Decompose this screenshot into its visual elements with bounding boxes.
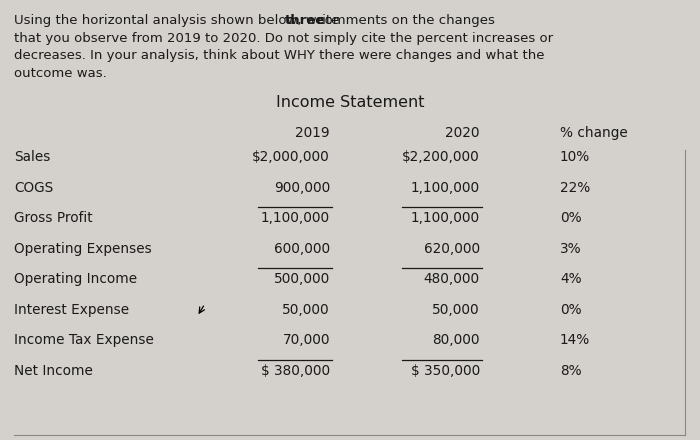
Text: 2019: 2019 [295, 126, 330, 140]
Text: 3%: 3% [560, 242, 582, 256]
Text: % change: % change [560, 126, 628, 140]
Text: 4%: 4% [560, 272, 582, 286]
Text: outcome was.: outcome was. [14, 66, 106, 80]
Text: 70,000: 70,000 [283, 333, 330, 347]
Text: Gross Profit: Gross Profit [14, 211, 92, 225]
Text: 8%: 8% [560, 363, 582, 378]
Text: $ 380,000: $ 380,000 [261, 363, 330, 378]
Text: 1,100,000: 1,100,000 [261, 211, 330, 225]
Text: 1,100,000: 1,100,000 [411, 180, 480, 194]
Text: Operating Income: Operating Income [14, 272, 137, 286]
Text: 500,000: 500,000 [274, 272, 330, 286]
Text: 900,000: 900,000 [274, 180, 330, 194]
Text: $ 350,000: $ 350,000 [411, 363, 480, 378]
Text: 50,000: 50,000 [433, 303, 480, 316]
Text: three: three [284, 14, 325, 27]
Text: Income Statement: Income Statement [276, 95, 424, 110]
Text: 620,000: 620,000 [424, 242, 480, 256]
Text: 50,000: 50,000 [282, 303, 330, 316]
Text: Net Income: Net Income [14, 363, 93, 378]
Text: $2,200,000: $2,200,000 [402, 150, 480, 164]
Text: Using the horizontal analysis shown below, write: Using the horizontal analysis shown belo… [14, 14, 344, 27]
Text: comments on the changes: comments on the changes [314, 14, 496, 27]
Text: 14%: 14% [560, 333, 590, 347]
Text: $2,000,000: $2,000,000 [252, 150, 330, 164]
Text: Income Tax Expense: Income Tax Expense [14, 333, 154, 347]
Text: Sales: Sales [14, 150, 50, 164]
Text: 2020: 2020 [445, 126, 480, 140]
Text: 0%: 0% [560, 303, 582, 316]
Text: 600,000: 600,000 [274, 242, 330, 256]
Text: Interest Expense: Interest Expense [14, 303, 129, 316]
Text: that you observe from 2019 to 2020. Do not simply cite the percent increases or: that you observe from 2019 to 2020. Do n… [14, 32, 553, 44]
Text: 10%: 10% [560, 150, 590, 164]
Text: COGS: COGS [14, 180, 53, 194]
Text: 80,000: 80,000 [433, 333, 480, 347]
Text: 0%: 0% [560, 211, 582, 225]
Text: 1,100,000: 1,100,000 [411, 211, 480, 225]
Text: 480,000: 480,000 [424, 272, 480, 286]
Text: Operating Expenses: Operating Expenses [14, 242, 152, 256]
Text: decreases. In your analysis, think about WHY there were changes and what the: decreases. In your analysis, think about… [14, 49, 545, 62]
Text: 22%: 22% [560, 180, 590, 194]
